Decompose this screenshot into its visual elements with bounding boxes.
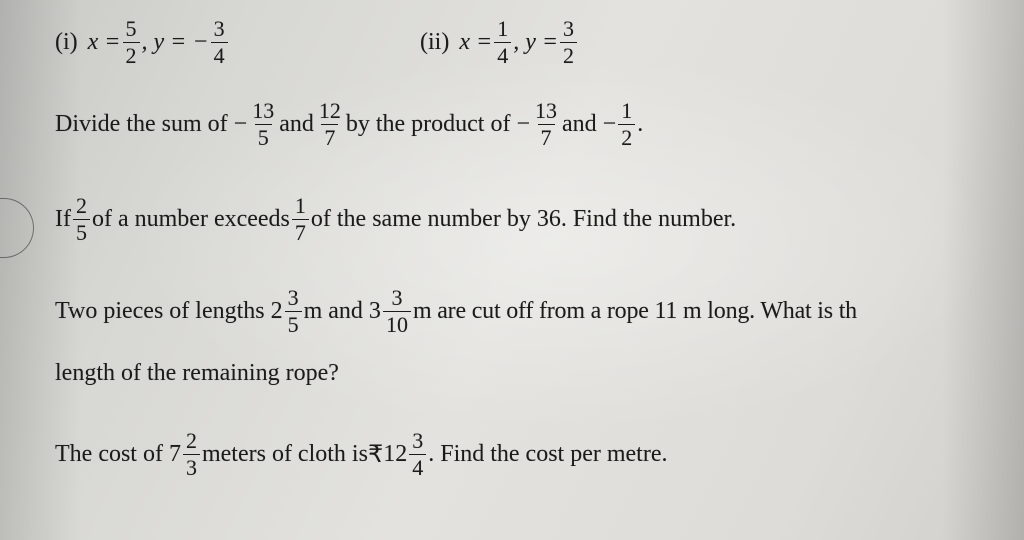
- numerator: 12: [316, 100, 344, 124]
- denominator: 2: [560, 42, 577, 67]
- text: and −: [562, 111, 616, 138]
- fraction: 3 4: [409, 430, 426, 479]
- fraction: 13 5: [249, 100, 277, 149]
- denominator: 7: [292, 219, 309, 244]
- denominator: 5: [285, 311, 302, 336]
- fraction: 12 7: [316, 100, 344, 149]
- denominator: 2: [123, 42, 140, 67]
- denominator: 5: [73, 219, 90, 244]
- text: The cost of 7: [55, 441, 181, 468]
- numerator: 2: [73, 195, 90, 219]
- fraction: 5 2: [123, 18, 140, 67]
- text: of a number exceeds: [92, 206, 290, 233]
- page: (i) x = 5 2 , y = − 3 4 (ii) x = 1 4 , y…: [0, 0, 1024, 540]
- denominator: 7: [538, 124, 555, 149]
- text: Two pieces of lengths 2: [55, 298, 283, 325]
- sub-i-label: (i): [55, 29, 78, 56]
- rupee-icon: ₹: [368, 440, 383, 469]
- fraction: 3 10: [383, 287, 411, 336]
- text: If: [55, 206, 71, 233]
- denominator: 4: [494, 42, 511, 67]
- numerator: 3: [560, 18, 577, 42]
- fraction: 3 4: [211, 18, 228, 67]
- text: , y =: [513, 29, 558, 56]
- text: x =: [459, 29, 492, 56]
- denominator: 2: [618, 124, 635, 149]
- numerator: 1: [618, 100, 635, 124]
- text: by the product of −: [346, 111, 530, 138]
- text: .: [637, 111, 643, 138]
- text: meters of cloth is: [202, 441, 368, 468]
- text: x =: [88, 29, 121, 56]
- line-if-number: If 2 5 of a number exceeds 1 7 of the sa…: [55, 195, 736, 244]
- line-sub-ii: (ii) x = 1 4 , y = 3 2: [420, 18, 579, 67]
- numerator: 13: [249, 100, 277, 124]
- denominator: 4: [211, 42, 228, 67]
- numerator: 13: [532, 100, 560, 124]
- text: of the same number by 36. Find the numbe…: [311, 206, 736, 233]
- fraction: 3 2: [560, 18, 577, 67]
- denominator: 4: [409, 454, 426, 479]
- fraction: 2 5: [73, 195, 90, 244]
- numerator: 3: [388, 287, 405, 311]
- numerator: 1: [494, 18, 511, 42]
- denominator: 7: [321, 124, 338, 149]
- text: m are cut off from a rope 11 m long. Wha…: [413, 298, 857, 325]
- numerator: 5: [123, 18, 140, 42]
- fraction: 1 4: [494, 18, 511, 67]
- text: 12: [383, 441, 407, 468]
- line-sub-i: (i) x = 5 2 , y = − 3 4: [55, 18, 230, 67]
- line-divide-sum: Divide the sum of − 13 5 and 12 7 by the…: [55, 100, 643, 149]
- numerator: 3: [211, 18, 228, 42]
- line-length-remaining: length of the remaining rope?: [55, 360, 339, 387]
- line-two-pieces: Two pieces of lengths 2 3 5 m and 3 3 10…: [55, 287, 857, 336]
- text: m and 3: [304, 298, 381, 325]
- denominator: 10: [383, 311, 411, 336]
- fraction: 13 7: [532, 100, 560, 149]
- text: , y = −: [142, 29, 209, 56]
- text: and: [279, 111, 314, 138]
- fraction: 3 5: [285, 287, 302, 336]
- text: Divide the sum of −: [55, 111, 247, 138]
- numerator: 3: [285, 287, 302, 311]
- fraction: 1 7: [292, 195, 309, 244]
- text: length of the remaining rope?: [55, 360, 339, 387]
- fraction: 2 3: [183, 430, 200, 479]
- fraction: 1 2: [618, 100, 635, 149]
- text: . Find the cost per metre.: [428, 441, 667, 468]
- sub-ii-label: (ii): [420, 29, 449, 56]
- denominator: 3: [183, 454, 200, 479]
- line-cost-cloth: The cost of 7 2 3 meters of cloth is ₹ 1…: [55, 430, 668, 479]
- numerator: 2: [183, 430, 200, 454]
- denominator: 5: [255, 124, 272, 149]
- numerator: 3: [409, 430, 426, 454]
- numerator: 1: [292, 195, 309, 219]
- question-marker-arc: [0, 198, 34, 258]
